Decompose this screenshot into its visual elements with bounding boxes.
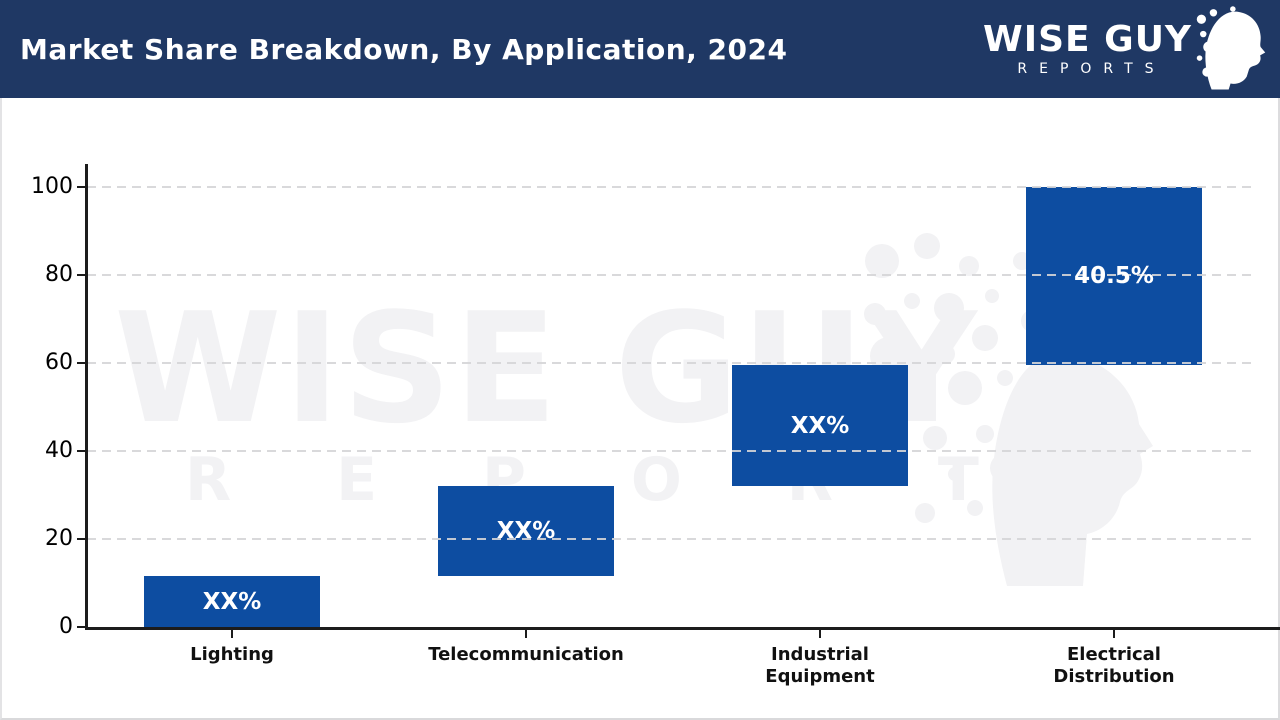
y-axis-line: [85, 164, 88, 630]
y-tick-label-40: 40: [45, 438, 73, 463]
y-tick-label-100: 100: [31, 174, 73, 199]
y-tick-60: [77, 362, 86, 364]
y-tick-label-80: 80: [45, 262, 73, 287]
bar-lighting: [144, 576, 320, 627]
bar-value-label-lighting: XX%: [202, 588, 262, 615]
gridline-40: [87, 450, 1254, 452]
bar-value-label-industrial-equipment: XX%: [790, 412, 850, 439]
page-title: Market Share Breakdown, By Application, …: [20, 32, 788, 66]
y-tick-label-20: 20: [45, 526, 73, 551]
y-tick-0: [77, 626, 86, 628]
x-category-label-industrial-equipment: Industrial Equipment: [765, 644, 875, 687]
bar-value-label-telecommunication: XX%: [496, 518, 556, 545]
brand-subname: REPORTS: [1017, 60, 1166, 77]
x-category-label-electrical-distribution: Electrical Distribution: [1053, 644, 1175, 687]
brand-logo-text: WISE GUY REPORTS: [982, 18, 1192, 77]
gridline-20: [87, 538, 1254, 540]
plot: 0 20 40 60 80 100 XX% Lighting XX% Telecommunicat…: [2, 98, 1280, 720]
y-tick-label-60: 60: [45, 350, 73, 375]
bar-value-label-electrical-distribution: 40.5%: [1074, 263, 1154, 290]
gridline-60: [87, 362, 1254, 364]
brand-name: WISE GUY: [982, 18, 1192, 60]
bar-telecommunication: [438, 486, 614, 577]
x-category-label-lighting: Lighting: [190, 644, 274, 665]
header: Market Share Breakdown, By Application, …: [0, 0, 1280, 98]
x-tick-electrical-distribution: [1113, 630, 1115, 638]
brand-logo: WISE GUY REPORTS: [983, 0, 1268, 98]
chart-area: WISE GUY R E P O R T S 0 20 40 60 80 100 XX% Li…: [0, 98, 1280, 720]
y-tick-label-0: 0: [59, 614, 73, 639]
x-tick-industrial-equipment: [819, 630, 821, 638]
bar-electrical-distribution: [1026, 187, 1202, 366]
gridline-100: [87, 186, 1254, 188]
watermark-head-profile-icon: [857, 226, 1192, 590]
watermark-brand-subname: R E P O R T S: [185, 445, 1169, 515]
x-axis-line: [85, 627, 1280, 630]
y-tick-40: [77, 450, 86, 452]
bar-industrial-equipment: [732, 365, 908, 487]
y-tick-20: [77, 538, 86, 540]
y-tick-100: [77, 186, 86, 188]
gridline-80: [87, 274, 1254, 276]
x-tick-telecommunication: [525, 630, 527, 638]
x-category-label-telecommunication: Telecommunication: [428, 644, 624, 665]
head-profile-icon: [1194, 3, 1268, 95]
y-tick-80: [77, 274, 86, 276]
x-tick-lighting: [231, 630, 233, 638]
